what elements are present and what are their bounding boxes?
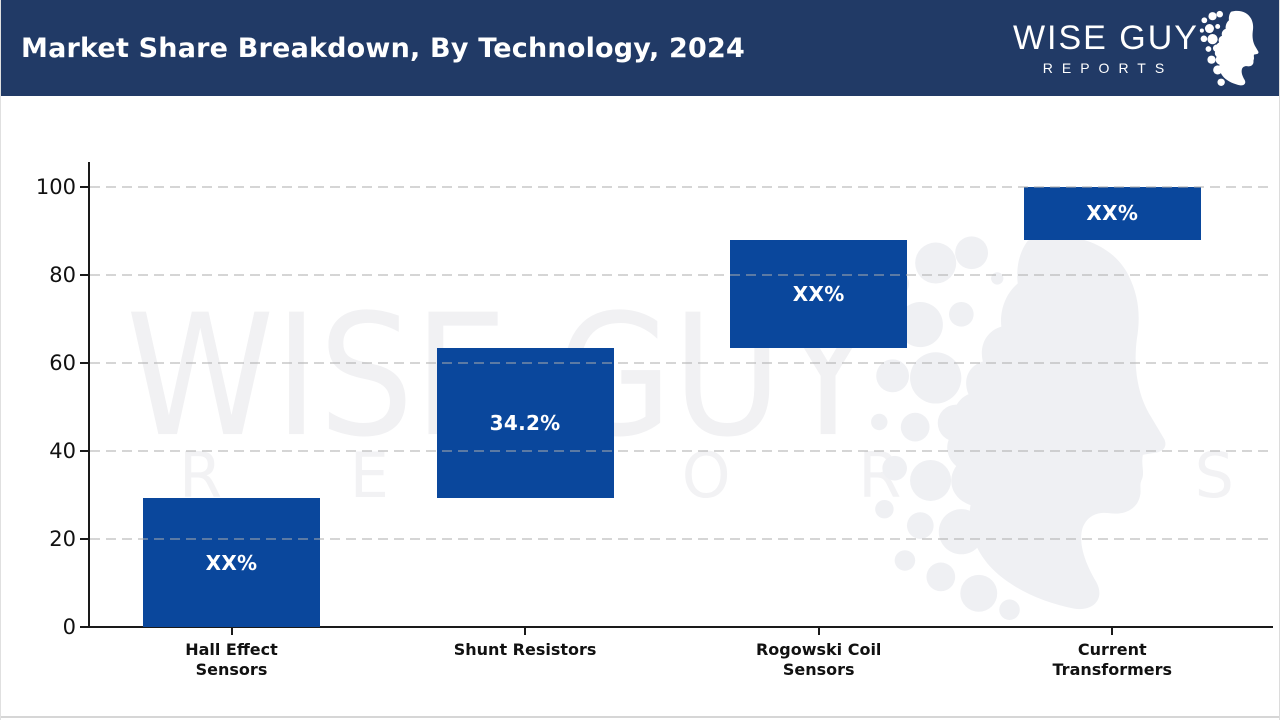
y-tick-mark	[80, 186, 88, 188]
y-tick-mark	[80, 274, 88, 276]
brand-wordmark: WISE GUY	[1012, 19, 1199, 57]
category-label-shunt-resistors: Shunt Resistors	[453, 640, 597, 659]
y-tick-label: 20	[49, 527, 76, 551]
x-tick-mark	[524, 628, 527, 635]
bar-value-label: XX%	[205, 550, 258, 575]
bar-value-label: 34.2%	[489, 410, 561, 435]
y-tick-mark	[80, 362, 88, 364]
y-tick-label: 60	[49, 351, 76, 375]
x-axis-spine	[87, 626, 1273, 628]
gridline	[90, 450, 1270, 452]
y-tick-mark	[80, 538, 88, 540]
gridline	[90, 274, 1270, 276]
gridline	[90, 186, 1270, 188]
y-tick-mark	[80, 450, 88, 452]
brand-subtitle: REPORTS	[1042, 60, 1174, 76]
x-tick-mark	[1111, 628, 1114, 635]
bar-rogowski-coil-sensors: XX%	[730, 239, 908, 348]
gridline	[90, 538, 1270, 540]
x-tick-mark	[817, 628, 820, 635]
y-axis-spine	[88, 162, 90, 628]
y-tick-label: 40	[49, 439, 76, 463]
y-tick-label: 0	[62, 615, 76, 639]
bar-hall-effect-sensors: XX%	[143, 498, 320, 627]
y-tick-mark	[80, 626, 88, 628]
bar-shunt-resistors: 34.2%	[436, 347, 614, 499]
category-label-rogowski-coil-sensors: Rogowski Coil Sensors	[755, 640, 882, 679]
y-tick-label: 80	[49, 263, 76, 287]
gridline	[90, 362, 1270, 364]
bar-value-label: XX%	[792, 281, 845, 306]
bar-current-transformers: XX%	[1023, 187, 1201, 240]
y-tick-label: 100	[35, 175, 76, 199]
category-label-current-transformers: Current Transformers	[1052, 640, 1173, 679]
header-bar: Market Share Breakdown, By Technology, 2…	[1, 0, 1279, 96]
chart-title: Market Share Breakdown, By Technology, 2…	[21, 32, 746, 64]
category-label-hall-effect-sensors: Hall Effect Sensors	[185, 640, 278, 679]
brand-head-icon	[1199, 10, 1259, 86]
x-tick-mark	[230, 628, 233, 635]
bar-value-label: XX%	[1086, 201, 1139, 226]
brand-logo: WISE GUY REPORTS	[1012, 8, 1279, 88]
